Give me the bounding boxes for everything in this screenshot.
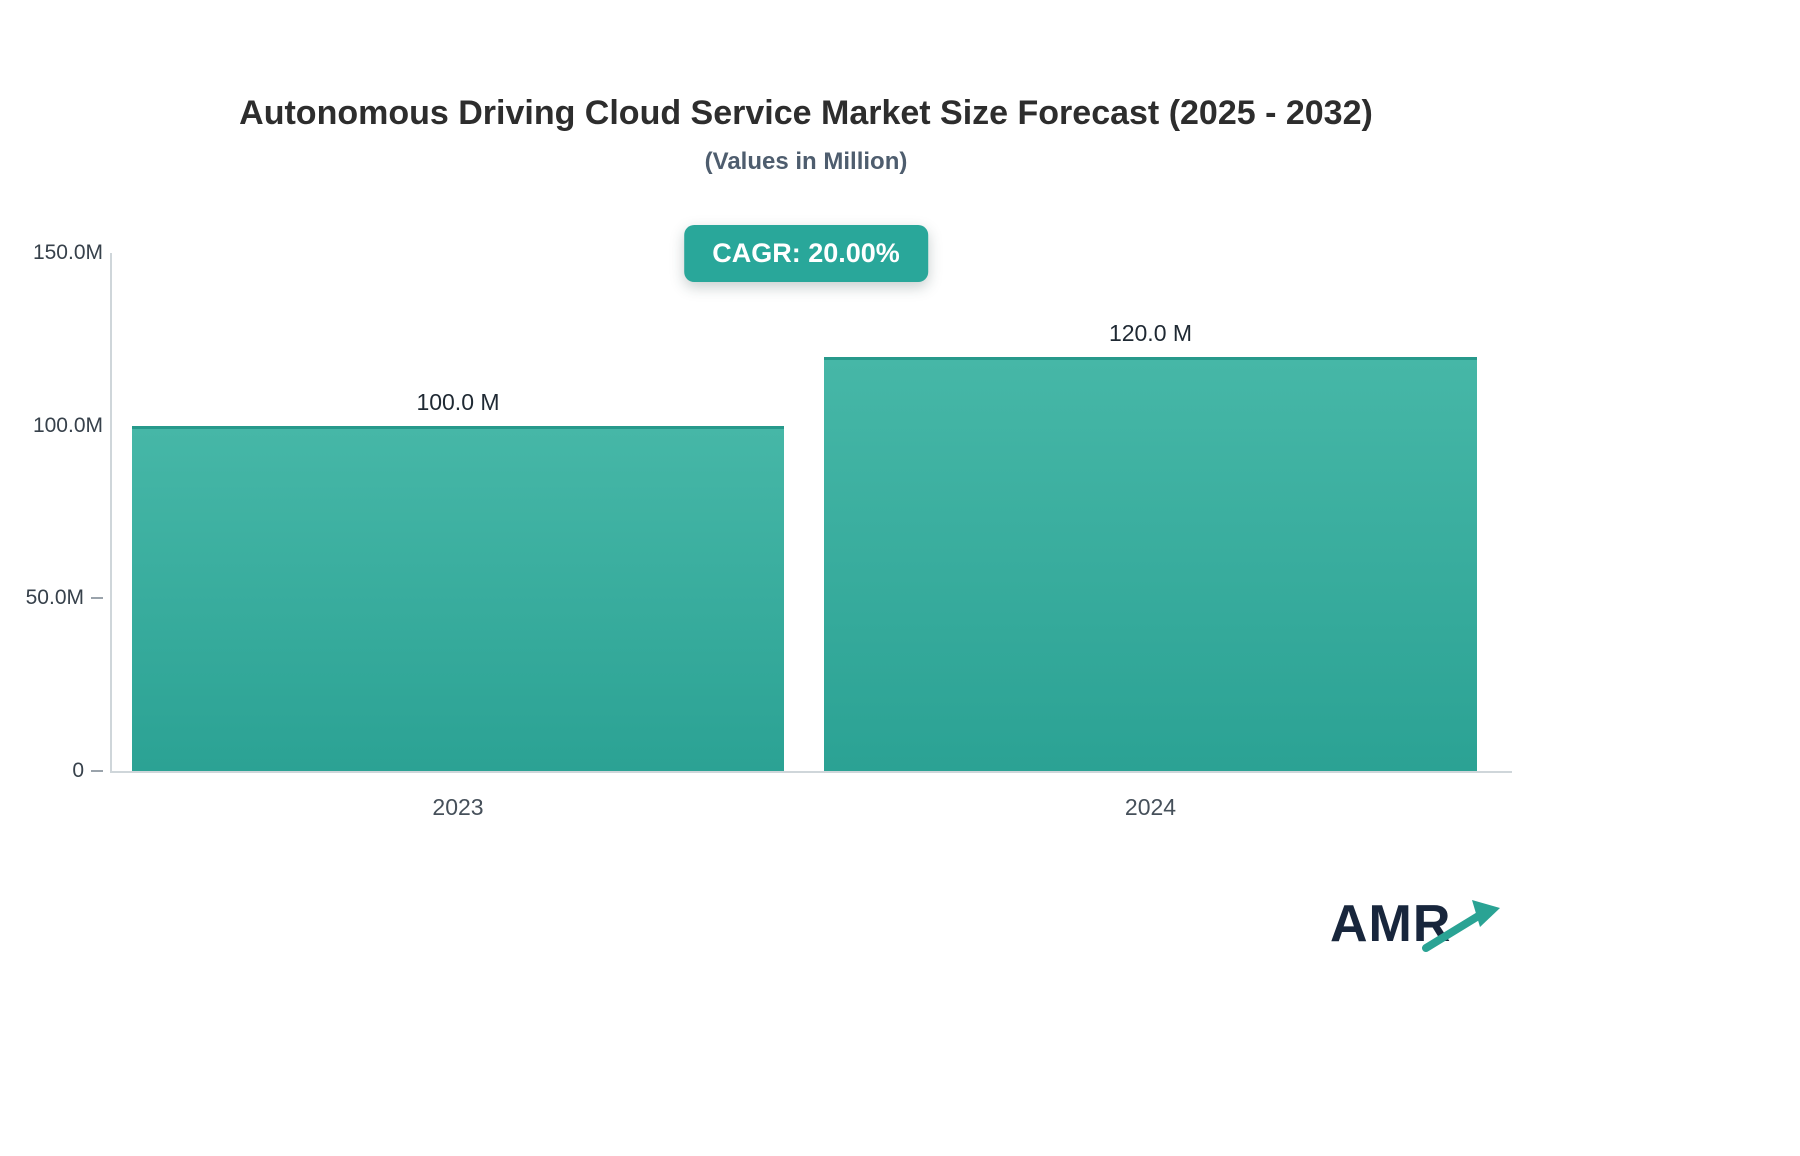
- x-axis-label-2024: 2024: [1124, 794, 1177, 820]
- y-axis-tick-label: 100.0M: [32, 413, 103, 437]
- y-axis-tick-label: 50.0M: [25, 586, 84, 610]
- amr-logo: AMR: [1330, 894, 1510, 964]
- y-axis-tick: 100.0M: [33, 414, 112, 438]
- y-axis-tick: 50.0M: [26, 586, 112, 610]
- chart-title: Autonomous Driving Cloud Service Market …: [239, 94, 1373, 132]
- bar-group-2023: 100.0 M 2023: [132, 253, 784, 820]
- bar-2024[interactable]: 120.0 M: [824, 320, 1477, 771]
- tick-mark: [91, 770, 103, 772]
- cagr-badge: CAGR: 20.00%: [684, 225, 928, 282]
- bar-value-label: 100.0 M: [416, 388, 500, 415]
- y-axis-tick-label: 0: [72, 759, 84, 782]
- y-axis-tick-label: 150.0M: [32, 241, 103, 264]
- chart-subtitle: (Values in Million): [704, 148, 908, 175]
- tick-mark: [91, 597, 103, 600]
- bar-2023[interactable]: 100.0 M: [132, 389, 784, 771]
- y-axis-tick: 150.0M: [33, 241, 112, 265]
- bar-group-2024: 120.0 M 2024: [824, 253, 1477, 820]
- bar-value-label: 120.0 M: [1108, 319, 1193, 346]
- y-axis-tick: 0: [72, 759, 112, 783]
- x-axis-label-2023: 2023: [432, 794, 484, 820]
- growth-arrow-icon: [1422, 900, 1500, 952]
- bar-chart: 150.0M 100.0M 50.0M 0 100.0 M 2023 120.0…: [26, 241, 1512, 820]
